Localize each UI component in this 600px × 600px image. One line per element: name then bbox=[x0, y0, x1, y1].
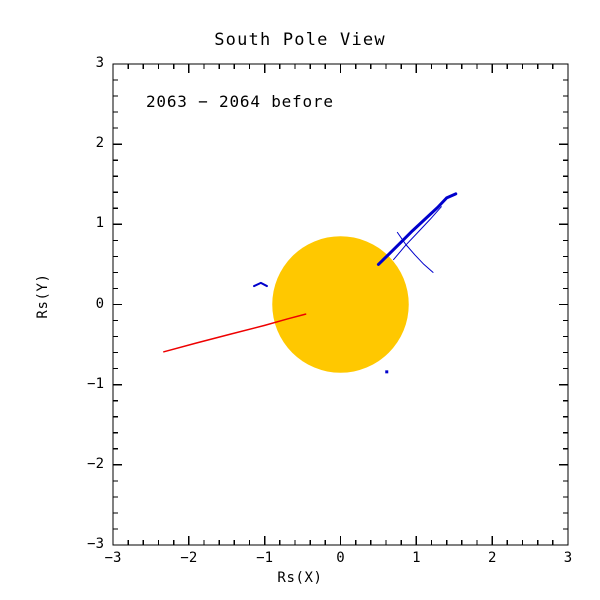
x-axis-label: Rs(X) bbox=[277, 570, 323, 586]
y-tick-label: 3 bbox=[95, 55, 104, 71]
x-tick-label: 1 bbox=[412, 550, 421, 566]
saturn-disk bbox=[272, 236, 409, 373]
x-tick-label: 3 bbox=[563, 550, 573, 566]
blue-trajectory-branch-lower bbox=[393, 206, 442, 261]
date-range-annotation: 2063 − 2064 before bbox=[146, 92, 334, 111]
x-tick-label: 2 bbox=[487, 550, 497, 566]
x-tick-label: 0 bbox=[336, 550, 345, 566]
x-tick-label: −3 bbox=[104, 550, 122, 566]
blue-trajectory-branch-upper bbox=[396, 231, 434, 273]
trajectory-layer bbox=[163, 192, 458, 374]
y-tick-label: 0 bbox=[95, 295, 104, 312]
y-tick-label: 2 bbox=[95, 135, 104, 152]
blue-marker-left bbox=[253, 281, 268, 288]
plot-frame bbox=[112, 63, 569, 546]
y-tick-label: −3 bbox=[87, 536, 104, 552]
x-tick-label: −1 bbox=[256, 550, 274, 566]
y-tick-label: 1 bbox=[95, 215, 104, 232]
blue-trajectory-main bbox=[376, 192, 458, 266]
y-tick-label: −1 bbox=[87, 375, 104, 392]
page-title: South Pole View bbox=[214, 30, 386, 50]
y-axis-label: Rs(Y) bbox=[35, 273, 51, 319]
blue-marker-lower-right bbox=[385, 370, 389, 374]
red-trajectory bbox=[163, 313, 307, 353]
x-tick-label: −2 bbox=[180, 550, 198, 566]
y-tick-label: −2 bbox=[87, 455, 104, 472]
